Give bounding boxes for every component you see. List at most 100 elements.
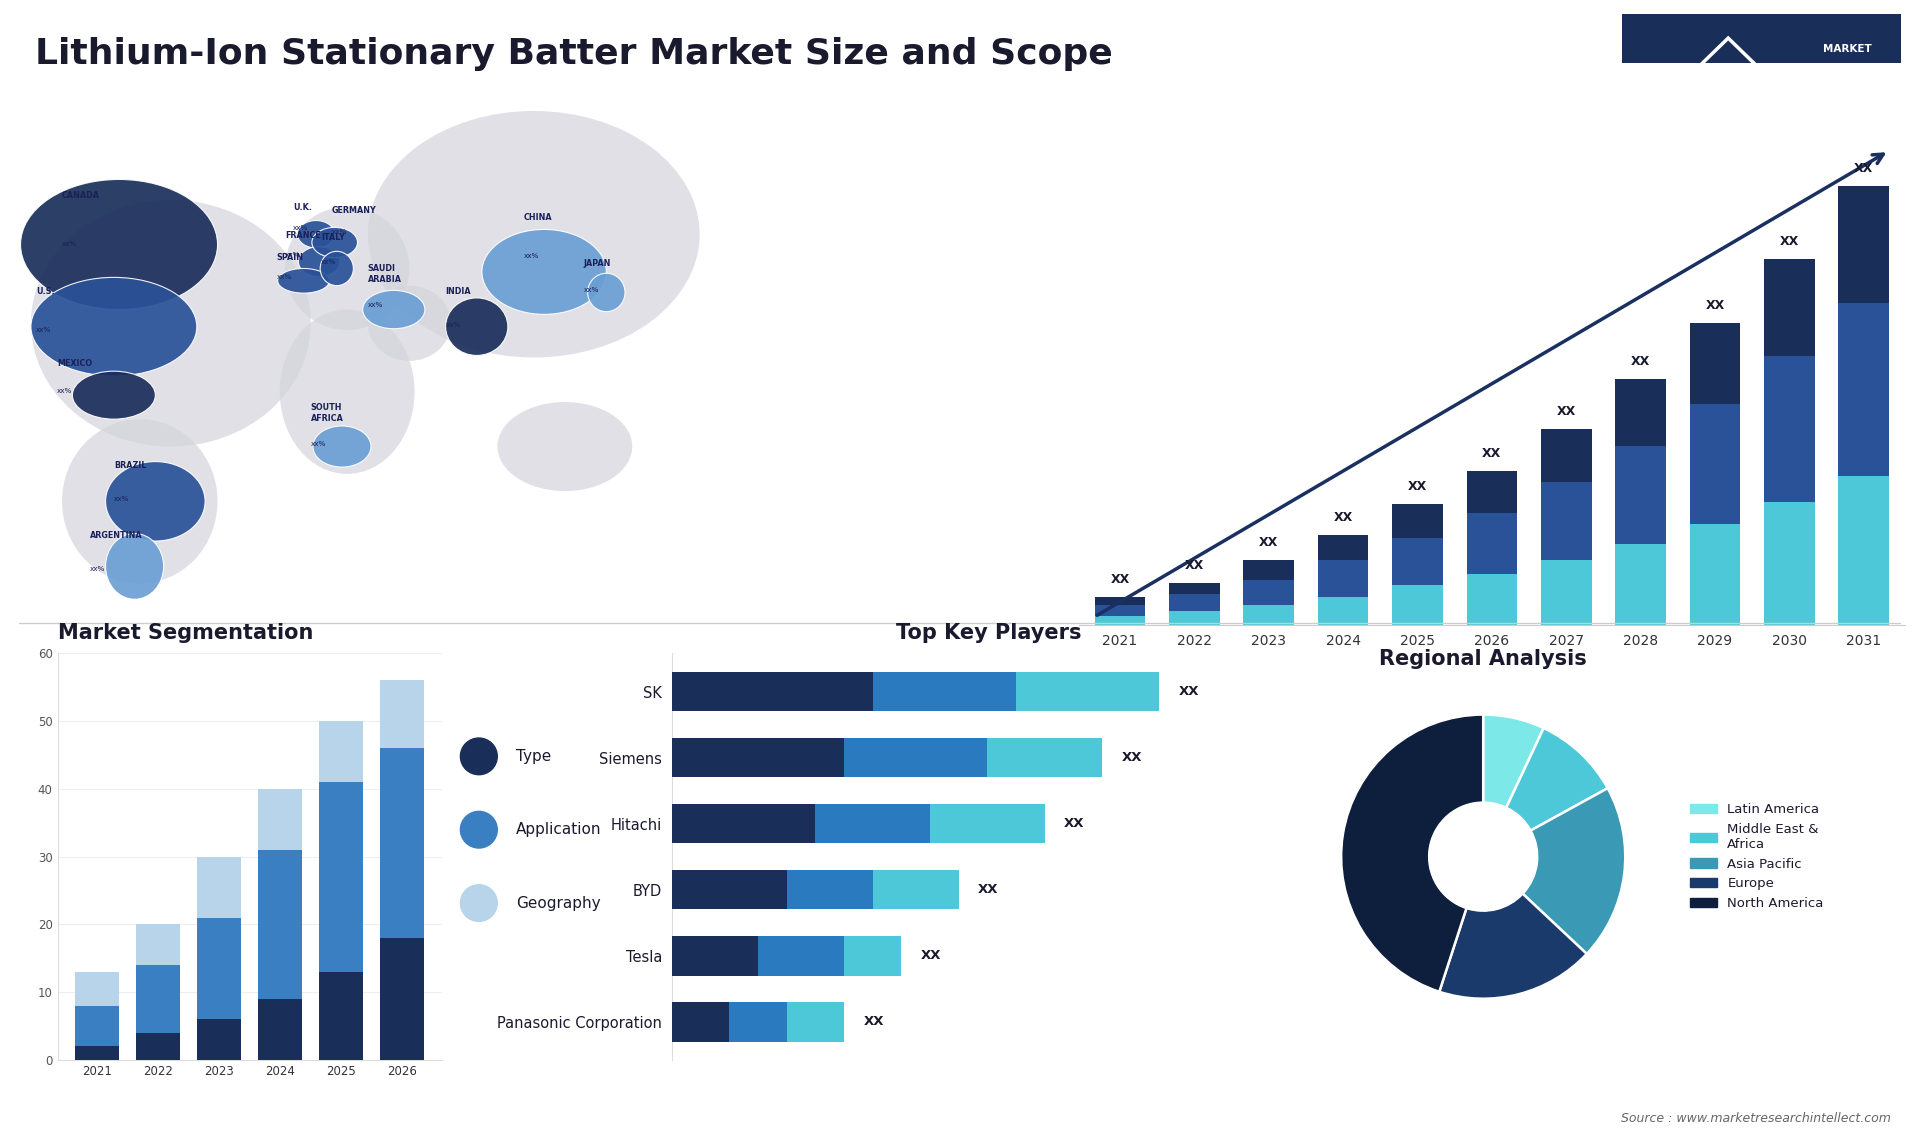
Ellipse shape xyxy=(278,268,330,293)
Bar xyxy=(257,850,301,999)
Polygon shape xyxy=(1684,71,1772,119)
Bar xyxy=(787,870,874,910)
Text: xx%: xx% xyxy=(311,441,326,447)
Bar xyxy=(319,782,363,972)
Bar xyxy=(380,748,424,937)
Bar xyxy=(929,803,1044,843)
Text: XX: XX xyxy=(922,949,941,963)
Text: GERMANY: GERMANY xyxy=(332,206,376,215)
Bar xyxy=(136,965,180,1033)
Bar xyxy=(1839,477,1889,625)
Bar xyxy=(1764,502,1814,625)
Ellipse shape xyxy=(497,402,632,490)
Text: xx%: xx% xyxy=(284,252,300,258)
Ellipse shape xyxy=(363,290,424,329)
Bar xyxy=(1839,186,1889,304)
Text: XX: XX xyxy=(1334,511,1354,524)
Text: xx%: xx% xyxy=(276,274,292,280)
Text: xx%: xx% xyxy=(369,303,384,308)
Bar xyxy=(380,937,424,1060)
Ellipse shape xyxy=(31,277,198,376)
Text: Market Segmentation: Market Segmentation xyxy=(58,623,313,643)
Bar xyxy=(1764,259,1814,356)
Ellipse shape xyxy=(298,246,340,276)
Circle shape xyxy=(461,885,497,921)
Bar xyxy=(1169,611,1219,625)
Ellipse shape xyxy=(482,229,607,314)
Bar xyxy=(198,918,242,1020)
Ellipse shape xyxy=(106,462,205,541)
Wedge shape xyxy=(1342,715,1484,991)
Bar xyxy=(1244,605,1294,625)
Text: BRAZIL: BRAZIL xyxy=(113,462,146,471)
Ellipse shape xyxy=(311,227,357,258)
Bar xyxy=(1542,560,1592,625)
Ellipse shape xyxy=(313,426,371,468)
Text: U.K.: U.K. xyxy=(294,203,313,212)
Bar xyxy=(1094,605,1144,617)
Bar xyxy=(672,672,874,712)
Bar xyxy=(1839,304,1889,477)
Bar xyxy=(1317,597,1369,625)
Text: XX: XX xyxy=(1064,817,1085,830)
Text: CANADA: CANADA xyxy=(61,191,100,201)
Text: INDIA: INDIA xyxy=(445,286,470,296)
Text: xx%: xx% xyxy=(36,327,52,332)
Text: XX: XX xyxy=(1121,751,1142,764)
Ellipse shape xyxy=(445,298,509,355)
Bar xyxy=(874,672,1016,712)
Bar xyxy=(874,870,958,910)
Bar xyxy=(1317,535,1369,560)
Text: Lithium-Ion Stationary Batter Market Size and Scope: Lithium-Ion Stationary Batter Market Siz… xyxy=(35,37,1112,71)
Text: xx%: xx% xyxy=(332,229,348,235)
Text: CHINA: CHINA xyxy=(524,213,553,222)
Text: XX: XX xyxy=(1110,573,1129,586)
Text: JAPAN: JAPAN xyxy=(584,259,611,268)
Bar xyxy=(672,738,845,777)
Text: XX: XX xyxy=(1260,536,1279,549)
Bar xyxy=(136,1033,180,1060)
Title: Top Key Players: Top Key Players xyxy=(897,623,1081,643)
Bar xyxy=(1169,582,1219,594)
Ellipse shape xyxy=(369,111,699,358)
Bar xyxy=(1094,617,1144,625)
Bar xyxy=(136,925,180,965)
Bar xyxy=(845,936,900,975)
Text: XX: XX xyxy=(1185,559,1204,572)
Ellipse shape xyxy=(61,419,217,583)
Text: xx%: xx% xyxy=(61,241,77,248)
Bar xyxy=(198,1020,242,1060)
Bar xyxy=(1615,446,1667,543)
Ellipse shape xyxy=(588,273,626,312)
Ellipse shape xyxy=(106,534,163,599)
Legend: Latin America, Middle East &
Africa, Asia Pacific, Europe, North America: Latin America, Middle East & Africa, Asi… xyxy=(1686,798,1830,916)
Text: xx%: xx% xyxy=(321,259,336,265)
Bar xyxy=(987,738,1102,777)
Text: xx%: xx% xyxy=(584,286,599,293)
FancyBboxPatch shape xyxy=(1617,11,1907,151)
Bar xyxy=(1244,560,1294,580)
Text: XX: XX xyxy=(1780,235,1799,248)
Text: Geography: Geography xyxy=(516,895,601,911)
Text: U.S.: U.S. xyxy=(36,286,56,296)
Bar xyxy=(380,681,424,748)
Bar xyxy=(1690,403,1740,524)
Text: MEXICO: MEXICO xyxy=(58,359,92,368)
Bar xyxy=(845,738,987,777)
Text: FRANCE: FRANCE xyxy=(284,230,321,240)
Bar xyxy=(1467,512,1517,574)
Circle shape xyxy=(461,811,497,848)
Bar xyxy=(75,1006,119,1046)
Ellipse shape xyxy=(280,309,415,474)
Text: XX: XX xyxy=(1705,299,1724,312)
Title: Regional Analysis: Regional Analysis xyxy=(1379,649,1588,669)
Text: xx%: xx% xyxy=(445,322,461,328)
Bar xyxy=(672,803,816,843)
Ellipse shape xyxy=(73,371,156,419)
Bar xyxy=(75,1046,119,1060)
Text: Type: Type xyxy=(516,748,551,764)
Bar xyxy=(1392,537,1442,586)
Polygon shape xyxy=(1645,38,1812,119)
Bar xyxy=(1016,672,1160,712)
Bar xyxy=(1690,323,1740,403)
